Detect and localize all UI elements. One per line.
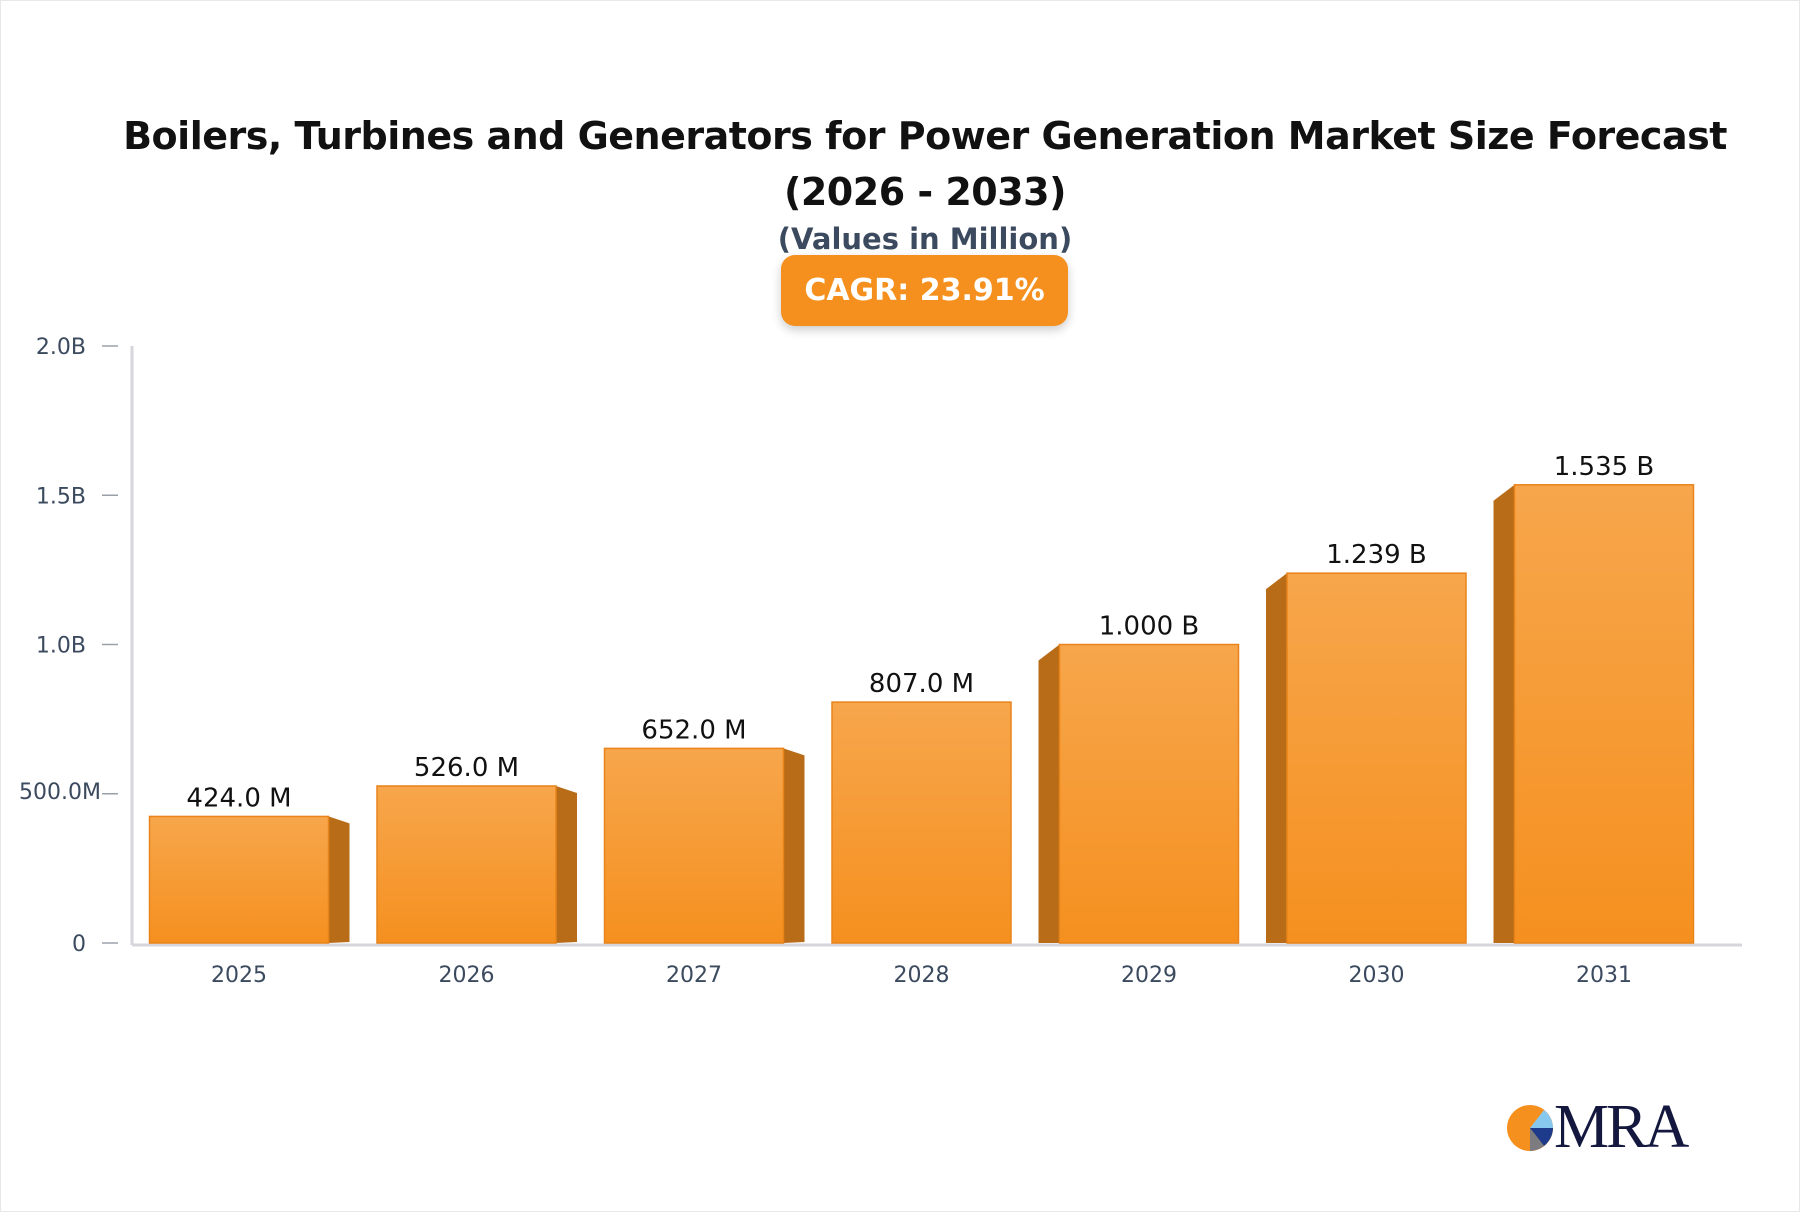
bar-2028: 807.0 M 2028 (831, 669, 1012, 988)
x-tick-label: 2031 (1576, 963, 1632, 988)
bar-front (376, 785, 557, 944)
y-tick-label: 500.0M (19, 780, 101, 805)
data-label: 807.0 M (869, 669, 974, 699)
bar-2027: 652.0 M 2027 (603, 715, 805, 988)
data-label: 526.0 M (414, 753, 519, 783)
bar-2029: 1.000 B 2029 (1038, 612, 1240, 988)
bar-2025: 424.0 M 2025 (148, 783, 350, 988)
bar-side (1038, 644, 1060, 943)
bar-2031: 1.535 B 2031 (1493, 452, 1695, 988)
data-label: 652.0 M (641, 715, 746, 745)
x-tick-label: 2026 (439, 963, 495, 988)
x-tick-label: 2028 (894, 963, 950, 988)
data-label: 1.239 B (1326, 540, 1427, 570)
bar-2030: 1.239 B 2030 (1266, 540, 1467, 988)
bar-front (831, 701, 1012, 944)
bar-side (783, 748, 805, 943)
x-tick-label: 2027 (666, 963, 722, 988)
cagr-badge: CAGR: 23.91% (781, 255, 1068, 326)
data-label: 1.000 B (1099, 612, 1200, 642)
mra-logo: MRA (1506, 1093, 1696, 1161)
y-tick-label: 2.0B (36, 335, 86, 360)
bar-side (1266, 573, 1287, 943)
x-tick-label: 2029 (1121, 963, 1177, 988)
bar-front (1513, 484, 1695, 944)
logo-text: MRA (1554, 1093, 1689, 1161)
logo-pie-icon (1507, 1105, 1553, 1151)
bar-front (148, 815, 330, 944)
chart-subtitle: (Values in Million) (777, 222, 1073, 256)
x-tick-label: 2030 (1349, 963, 1405, 988)
y-tick-label: 0 (72, 932, 86, 957)
data-label: 424.0 M (186, 783, 291, 813)
x-tick-label: 2025 (211, 963, 267, 988)
y-tick-label: 1.5B (36, 484, 86, 509)
bar-front (603, 747, 785, 944)
chart-title: Boilers, Turbines and Generators for Pow… (123, 114, 1727, 214)
bar-side (328, 816, 350, 943)
y-tick-label: 1.0B (36, 634, 86, 659)
bar-front (1286, 572, 1467, 944)
bar-2026: 526.0 M 2026 (376, 753, 577, 988)
data-label: 1.535 B (1554, 452, 1655, 482)
bar-front (1058, 643, 1240, 944)
bar-side (1493, 484, 1515, 943)
bar-side (556, 785, 577, 943)
